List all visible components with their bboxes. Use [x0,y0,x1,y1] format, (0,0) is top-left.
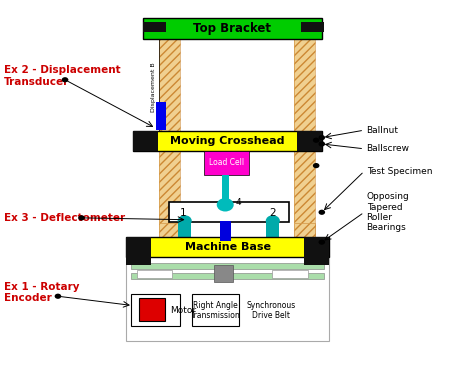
Bar [143,18,322,39]
Bar [301,21,324,32]
Bar [214,265,233,282]
Text: Machine Base: Machine Base [184,242,271,252]
Circle shape [319,210,325,215]
Bar [137,270,173,278]
Circle shape [62,77,68,82]
Circle shape [313,138,319,143]
Circle shape [217,198,234,212]
Text: Ballnut: Ballnut [366,126,399,135]
Bar [219,221,231,241]
Text: Moving Crosshead: Moving Crosshead [170,136,285,146]
Bar [131,273,324,279]
Bar [126,256,151,264]
Bar [159,22,180,240]
Text: 4: 4 [236,198,241,207]
Bar [159,223,180,240]
Bar [294,22,315,240]
Text: Top Bracket: Top Bracket [193,22,271,35]
Circle shape [319,135,325,140]
Bar [126,237,329,257]
Circle shape [319,240,325,245]
Circle shape [313,163,319,168]
Text: Load Cell: Load Cell [209,158,244,167]
Bar [294,223,315,240]
Text: Ex 2 - Displacement
Transducer: Ex 2 - Displacement Transducer [4,65,120,87]
Bar [131,263,324,269]
Circle shape [266,215,280,226]
Bar [304,237,329,257]
Bar [169,202,289,221]
Bar [266,221,279,244]
Text: Displacement B: Displacement B [151,62,155,112]
Text: Synchronous
Drive Belt: Synchronous Drive Belt [246,301,296,320]
Text: 2: 2 [269,208,276,218]
Bar [273,270,308,278]
Text: Opposing
Tapered
Roller
Bearings: Opposing Tapered Roller Bearings [366,192,410,232]
Bar [294,223,315,240]
Text: Ballscrew: Ballscrew [366,144,410,153]
Bar [139,298,165,321]
Bar [133,131,322,151]
Text: 5: 5 [223,227,229,237]
Bar [222,175,229,201]
Bar [304,256,329,264]
Text: Ex 1 - Rotary
Encoder: Ex 1 - Rotary Encoder [4,282,79,303]
Circle shape [178,215,192,226]
Bar [126,237,151,257]
Text: Motor: Motor [170,306,196,315]
Bar [156,102,166,130]
Circle shape [55,294,61,299]
Text: Test Specimen: Test Specimen [366,167,432,176]
Text: Ex 3 - Deflectometer: Ex 3 - Deflectometer [4,213,125,223]
Bar [131,294,181,326]
Bar [133,131,158,151]
Text: 1: 1 [180,208,186,218]
Bar [297,131,322,151]
Bar [159,22,180,240]
Bar [294,22,315,240]
Bar [126,256,329,341]
Bar [159,223,180,240]
Text: 3: 3 [219,221,225,230]
Text: Right Angle
Transmission: Right Angle Transmission [191,301,241,320]
Bar [143,21,166,32]
Circle shape [319,141,325,147]
Bar [204,151,249,175]
Bar [192,294,239,326]
Bar [178,221,191,244]
Circle shape [78,215,85,220]
